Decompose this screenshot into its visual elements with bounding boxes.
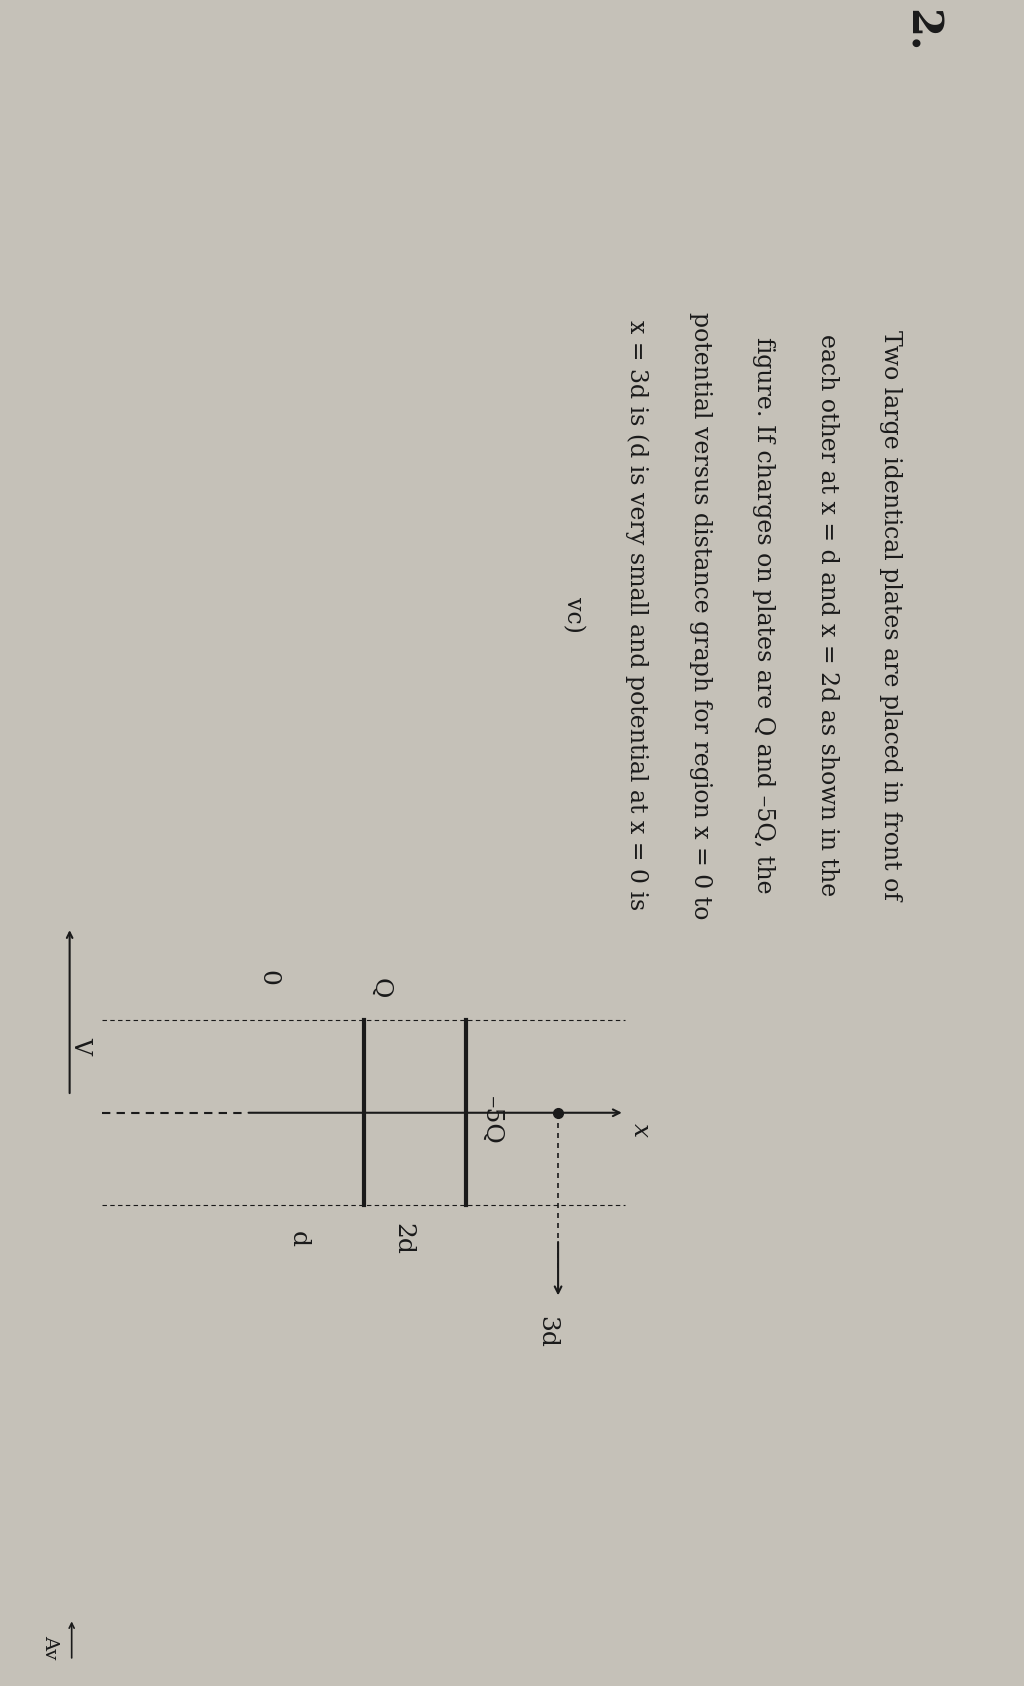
Text: figure. If charges on plates are Q and –5Q, the: figure. If charges on plates are Q and –…	[753, 337, 775, 894]
Text: 2d: 2d	[392, 1224, 415, 1254]
Text: Av: Av	[41, 1635, 59, 1659]
Text: x = 3d is (d is very small and potential at x = 0 is: x = 3d is (d is very small and potential…	[626, 320, 648, 910]
Text: each other at x = d and x = 2d as shown in the: each other at x = d and x = 2d as shown …	[816, 334, 839, 897]
Text: 0: 0	[256, 969, 279, 986]
Text: Q: Q	[369, 978, 391, 998]
Text: V: V	[70, 1037, 92, 1054]
Text: potential versus distance graph for region x = 0 to: potential versus distance graph for regi…	[689, 312, 712, 919]
Text: Two large identical plates are placed in front of: Two large identical plates are placed in…	[880, 330, 902, 900]
Text: d: d	[287, 1231, 309, 1248]
Text: 3d: 3d	[536, 1317, 558, 1347]
Text: –5Q: –5Q	[480, 1096, 503, 1145]
Text: 2.: 2.	[900, 8, 942, 52]
Text: vc): vc)	[562, 597, 585, 634]
Text: x: x	[629, 1123, 651, 1136]
